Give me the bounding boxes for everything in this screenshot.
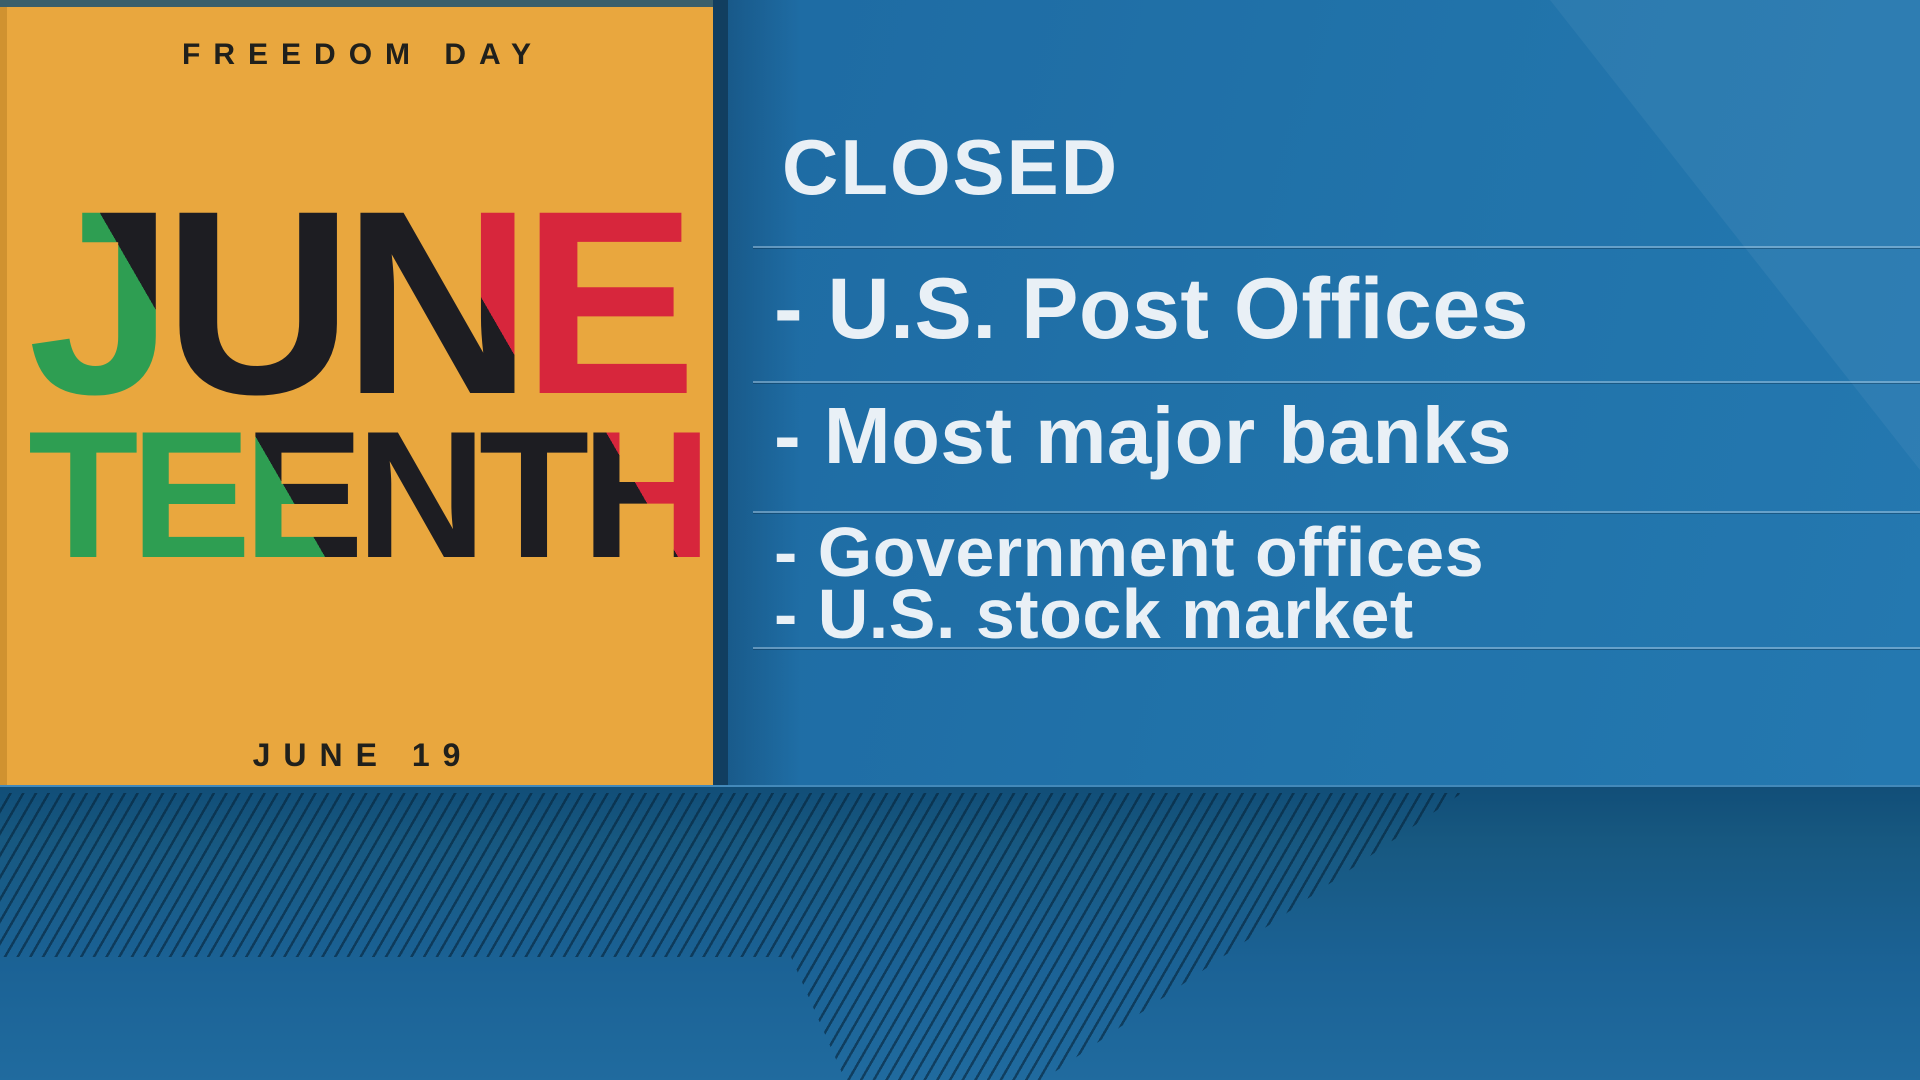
freedom-day-kicker: FREEDOM DAY [182, 38, 544, 71]
list-item-post-offices: - U.S. Post Offices [774, 261, 1529, 357]
separator-line [753, 381, 1920, 383]
list-item-government-offices: - Government offices [774, 513, 1485, 591]
closed-heading: CLOSED [782, 123, 1120, 211]
card-shadow-strip [713, 0, 728, 785]
juneteenth-logo-line-2: TEENTH [28, 405, 712, 586]
list-item-major-banks: - Most major banks [774, 391, 1513, 480]
june-19-label: JUNE 19 [252, 737, 474, 773]
bottom-band [0, 785, 1920, 1080]
diagonal-hatch-pattern [0, 793, 1462, 1080]
juneteenth-card: FREEDOM DAY JUNE TEENTH JUNE 19 [0, 0, 713, 785]
separator-line [753, 246, 1920, 248]
card-top-edge [0, 0, 713, 7]
separator-line [753, 511, 1920, 513]
list-item-stock-market: - U.S. stock market [774, 575, 1414, 653]
separator-line [753, 647, 1920, 649]
juneteenth-logo-line-1: JUNE [28, 172, 708, 434]
